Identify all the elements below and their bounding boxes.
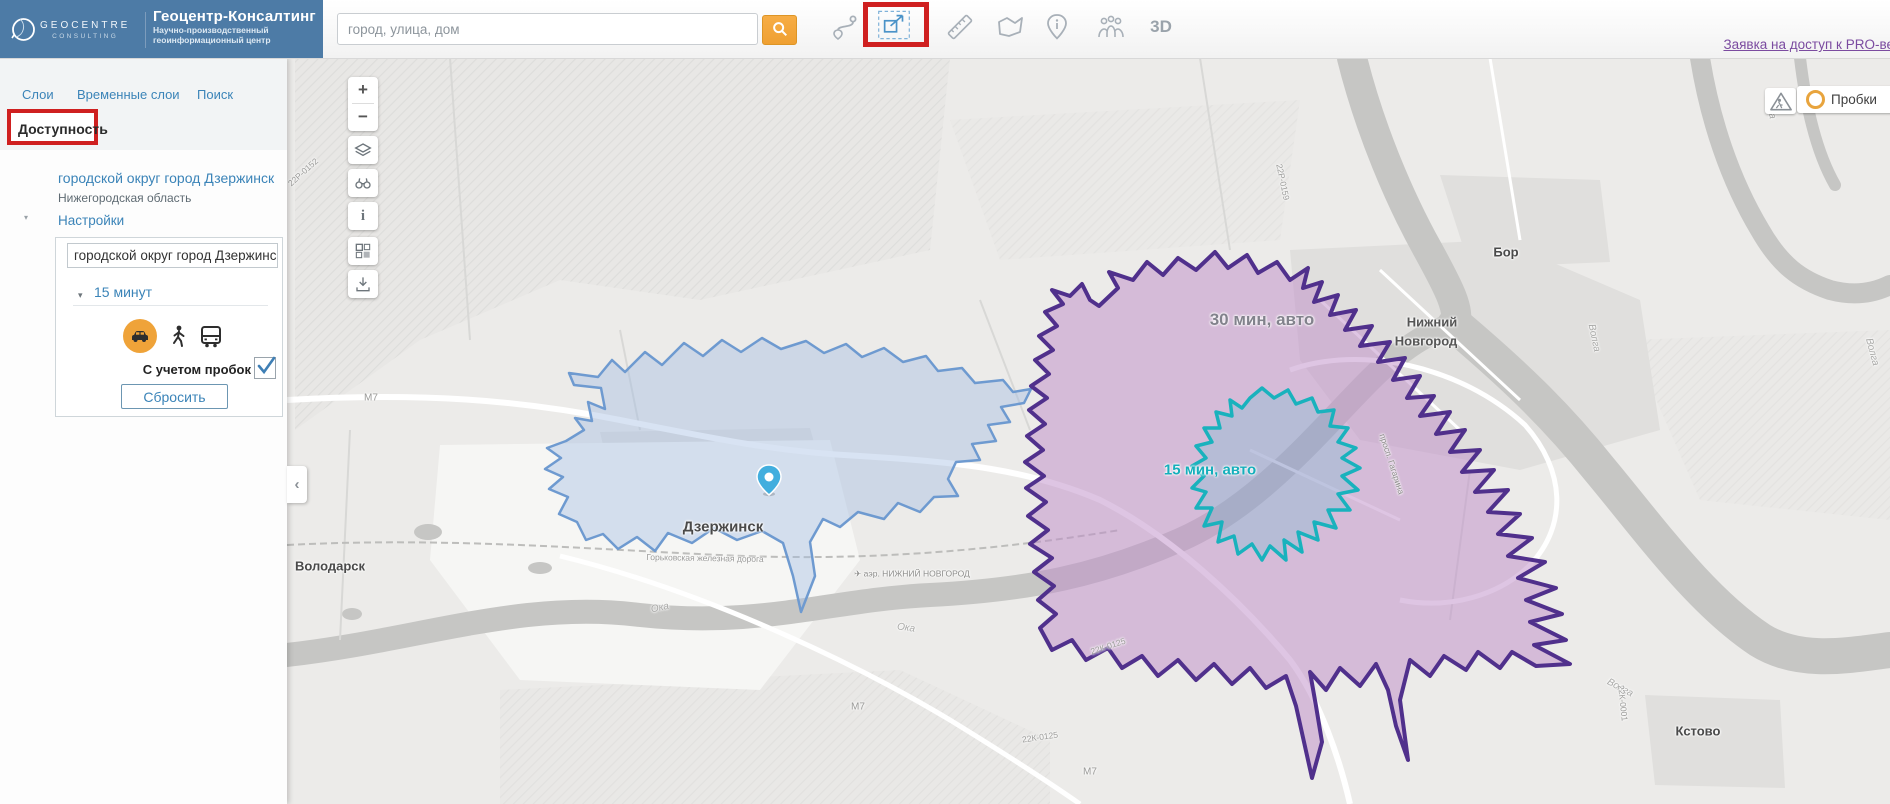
zoom-out-button[interactable]: − <box>358 107 368 126</box>
mode-walk-button[interactable] <box>166 324 190 350</box>
settings-link[interactable]: Настройки <box>58 213 125 228</box>
lake <box>414 524 442 540</box>
brand-block: GEOCENTRE CONSULTING Геоцентр-Консалтинг… <box>0 0 323 58</box>
ruler-tool[interactable] <box>943 10 977 44</box>
export-selection-tool[interactable] <box>877 8 911 42</box>
logo-wordmark-sub: CONSULTING <box>52 33 119 40</box>
search-input[interactable] <box>337 13 758 45</box>
app-header: GEOCENTRE CONSULTING Геоцентр-Консалтинг… <box>0 0 1890 59</box>
traffic-checkbox-label: С учетом пробок <box>142 362 251 377</box>
geocentre-logo-icon <box>11 18 35 41</box>
tab-temporal-layers[interactable]: Временные слои <box>77 87 180 102</box>
binoculars-icon <box>355 178 371 189</box>
polygon-tool[interactable] <box>993 10 1027 44</box>
polygon-icon <box>998 17 1023 37</box>
selected-area-link[interactable]: городской округ город Дзержинск <box>58 170 275 186</box>
selected-area-region: Нижегородская область <box>58 191 192 205</box>
address-input[interactable]: городской округ город Дзержинск, Ни <box>67 243 278 268</box>
time-dropdown-caret-icon[interactable]: ▾ <box>78 290 83 300</box>
river-volga-north <box>1337 58 1472 340</box>
lake <box>342 608 362 620</box>
car-icon <box>132 331 148 342</box>
info-icon: i <box>360 207 366 224</box>
forest-hatch <box>1630 330 1890 520</box>
route-icon <box>833 15 857 41</box>
settings-collapse-icon[interactable]: ▾ <box>24 213 29 222</box>
export-selection-icon <box>878 10 910 40</box>
zoom-in-button[interactable]: + <box>358 80 368 99</box>
bus-icon <box>201 326 221 348</box>
checkmark-icon <box>257 356 276 375</box>
river-volga-loop <box>1690 58 1890 304</box>
download-icon <box>356 277 370 292</box>
search-icon <box>772 21 787 36</box>
mode-car-button[interactable] <box>123 319 157 353</box>
time-dropdown[interactable]: 15 минут <box>94 284 153 300</box>
marker-info-tool[interactable] <box>1040 10 1074 44</box>
ruler-icon <box>947 14 973 40</box>
map-canvas[interactable]: Дзержинск Володарск Бор Нижний Новгород Кстов… <box>287 58 1890 804</box>
lake <box>528 562 552 574</box>
traffic-toggle[interactable]: Пробки <box>1797 86 1890 113</box>
forest-hatch <box>950 100 1300 260</box>
section-accessibility[interactable]: Доступность <box>18 121 108 137</box>
forest-hatch <box>500 670 1050 804</box>
accessibility-settings-panel: городской округ город Дзержинск, Ни ▾ 15… <box>55 237 283 417</box>
reset-button[interactable]: Сбросить <box>121 384 228 409</box>
legend-grid-icon <box>355 243 371 259</box>
app-subtitle-2: геоинформационный центр <box>153 35 271 45</box>
tab-search[interactable]: Поиск <box>197 87 234 102</box>
isochrone-selected-area-dzerzhinsk <box>543 336 1033 614</box>
forest-hatch <box>295 58 950 430</box>
zoom-control[interactable]: + − <box>348 77 378 131</box>
3d-view-tool[interactable]: 3D <box>1150 17 1172 36</box>
legend-button[interactable] <box>348 237 378 265</box>
info-button[interactable]: i <box>348 202 378 230</box>
pedestrian-icon <box>173 325 185 347</box>
river-volga-south <box>1437 307 1890 675</box>
sidebar: Слои Временные слои Поиск Доступность го… <box>0 58 287 804</box>
city-area-kstovo <box>1645 695 1785 788</box>
roadworks-sign-icon <box>1769 92 1792 110</box>
mode-bus-button[interactable] <box>198 324 224 350</box>
railway <box>287 529 1121 559</box>
isochrone-layer <box>543 250 1572 780</box>
traffic-checkbox[interactable] <box>254 356 276 379</box>
basemap <box>287 58 1890 804</box>
logo-wordmark: GEOCENTRE <box>40 20 131 31</box>
location-pin[interactable] <box>756 464 782 497</box>
isochrone-drive-15-min <box>1190 386 1362 562</box>
panel-divider <box>73 305 268 306</box>
city-area-bor <box>1440 175 1610 268</box>
traffic-toggle-label: Пробки <box>1831 92 1877 107</box>
population-icon <box>1098 15 1124 38</box>
app-title: Геоцентр-Консалтинг <box>153 8 316 25</box>
binoculars-button[interactable] <box>348 169 378 197</box>
isochrone-drive-30-min <box>1023 250 1572 780</box>
brand-divider <box>145 12 146 48</box>
highway-m7-branch <box>559 553 1082 804</box>
tab-layers[interactable]: Слои <box>22 87 54 102</box>
layers-icon <box>354 143 372 157</box>
marker-info-icon <box>1047 14 1067 40</box>
route-tool[interactable] <box>828 10 862 44</box>
app-subtitle-1: Научно-производственный <box>153 25 269 35</box>
traffic-status-icon <box>1806 90 1825 109</box>
pro-access-link[interactable]: Заявка на доступ к PRO-ве <box>1723 37 1890 52</box>
sidebar-collapse-handle[interactable]: ‹ <box>287 466 307 503</box>
roadworks-layer-button[interactable] <box>1765 88 1796 114</box>
layers-button[interactable] <box>348 136 378 164</box>
annotation-box-accessibility: Доступность <box>7 109 108 145</box>
download-button[interactable] <box>348 270 378 298</box>
population-tool[interactable] <box>1094 10 1128 44</box>
zoom-divider <box>352 103 374 104</box>
river-branch <box>1794 58 1841 191</box>
search-button[interactable] <box>762 15 797 45</box>
